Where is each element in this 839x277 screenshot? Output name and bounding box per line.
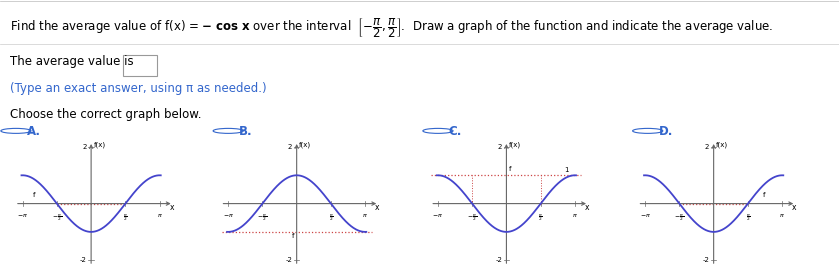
Text: $\frac{\pi}{2}$: $\frac{\pi}{2}$ <box>539 212 543 223</box>
Text: -2: -2 <box>80 257 86 263</box>
Circle shape <box>1 129 31 133</box>
Text: $-\pi$: $-\pi$ <box>222 212 234 219</box>
Text: f(x): f(x) <box>717 141 728 148</box>
Text: x: x <box>585 203 589 212</box>
Text: 1: 1 <box>565 167 569 173</box>
Circle shape <box>633 129 663 133</box>
Text: $-\frac{\pi}{2}$: $-\frac{\pi}{2}$ <box>467 212 477 223</box>
FancyBboxPatch shape <box>123 55 157 76</box>
Text: f: f <box>292 233 294 239</box>
Text: 2: 2 <box>705 144 709 150</box>
Text: C.: C. <box>449 125 462 138</box>
Text: f: f <box>508 166 511 172</box>
Text: f: f <box>763 192 765 198</box>
Text: $-\pi$: $-\pi$ <box>17 212 29 219</box>
Text: x: x <box>792 203 796 212</box>
Text: -2: -2 <box>702 257 709 263</box>
Text: x: x <box>169 203 174 212</box>
Text: 2: 2 <box>82 144 86 150</box>
Circle shape <box>423 129 453 133</box>
Text: -2: -2 <box>495 257 502 263</box>
Text: $\frac{\pi}{2}$: $\frac{\pi}{2}$ <box>746 212 750 223</box>
Text: $\pi$: $\pi$ <box>572 212 578 219</box>
Text: x: x <box>375 203 379 212</box>
Text: $-\pi$: $-\pi$ <box>432 212 444 219</box>
Text: $-\frac{\pi}{2}$: $-\frac{\pi}{2}$ <box>258 212 268 223</box>
Text: A.: A. <box>27 125 41 138</box>
Text: f(x): f(x) <box>94 141 106 148</box>
Text: 2: 2 <box>498 144 502 150</box>
Circle shape <box>213 129 243 133</box>
Text: Choose the correct graph below.: Choose the correct graph below. <box>10 108 201 121</box>
Text: (Type an exact answer, using π as needed.): (Type an exact answer, using π as needed… <box>10 82 267 95</box>
Text: f(x): f(x) <box>509 141 521 148</box>
Text: Find the average value of f(x) = $\mathbf{-}$ $\mathbf{cos}$ $\mathbf{x}$ over t: Find the average value of f(x) = $\mathb… <box>10 17 774 40</box>
Text: $-\frac{\pi}{2}$: $-\frac{\pi}{2}$ <box>52 212 62 223</box>
Text: B.: B. <box>239 125 253 138</box>
Text: -2: -2 <box>285 257 292 263</box>
Text: $-\frac{\pi}{2}$: $-\frac{\pi}{2}$ <box>675 212 685 223</box>
Text: $\pi$: $\pi$ <box>157 212 163 219</box>
Text: f: f <box>33 192 35 198</box>
Text: 2: 2 <box>288 144 292 150</box>
Text: $\pi$: $\pi$ <box>362 212 368 219</box>
Text: The average value is: The average value is <box>10 55 138 68</box>
Text: $\pi$: $\pi$ <box>779 212 785 219</box>
Text: $\frac{\pi}{2}$: $\frac{\pi}{2}$ <box>329 212 333 223</box>
Text: f(x): f(x) <box>300 141 311 148</box>
Text: $\frac{\pi}{2}$: $\frac{\pi}{2}$ <box>123 212 128 223</box>
Text: $-\pi$: $-\pi$ <box>639 212 651 219</box>
Text: D.: D. <box>659 125 673 138</box>
